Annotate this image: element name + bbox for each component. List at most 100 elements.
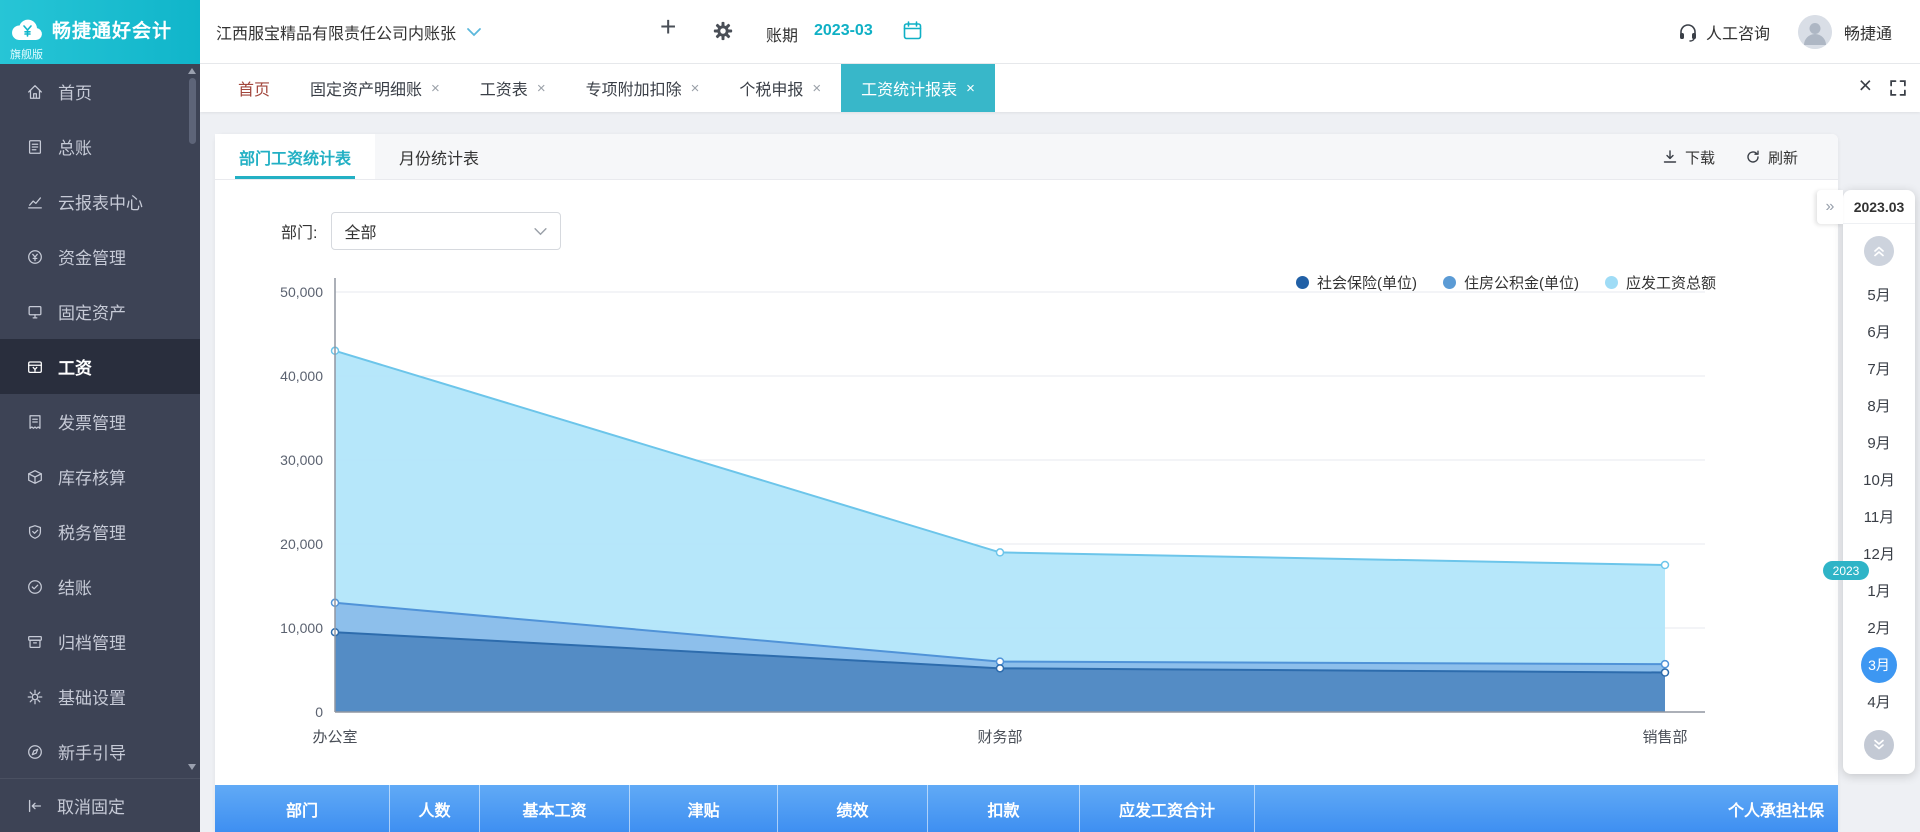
month-item-1月[interactable]: 1月 xyxy=(1843,572,1915,609)
topbar: 畅捷通好会计 旗舰版 江西服宝精品有限责任公司内账张 + 账期 xyxy=(0,0,1920,64)
add-account-icon[interactable]: + xyxy=(660,11,677,42)
month-item-11月[interactable]: 11月 xyxy=(1843,498,1915,535)
app-logo: 畅捷通好会计 旗舰版 xyxy=(0,0,200,64)
month-label: 12月 xyxy=(1863,546,1895,563)
download-button[interactable]: 下载 xyxy=(1662,147,1715,168)
svg-text:10,000: 10,000 xyxy=(280,620,323,636)
scroll-down-arrow-icon[interactable] xyxy=(188,764,196,770)
sidebar-item-3[interactable]: 资金管理 xyxy=(0,229,200,284)
sidebar-item-12[interactable]: 新手引导 xyxy=(0,724,200,779)
tab-label: 工资表 xyxy=(479,82,528,99)
department-select[interactable]: 全部 xyxy=(331,212,562,250)
sidebar-item-4[interactable]: 固定资产 xyxy=(0,284,200,339)
legend-item[interactable]: 住房公积金(单位) xyxy=(1442,272,1579,293)
months-scroll-up-button[interactable] xyxy=(1864,236,1894,266)
archive-icon xyxy=(26,633,44,651)
main-card: 部门工资统计表 月份统计表 下载 刷新 部门: 全部 xyxy=(215,134,1838,832)
month-label: 7月 xyxy=(1867,361,1891,378)
sidebar-item-5[interactable]: 工资 xyxy=(0,339,200,394)
brand-name: 畅捷通好会计 xyxy=(52,21,173,42)
sidebar-item-6[interactable]: 发票管理 xyxy=(0,394,200,449)
month-item-2月[interactable]: 2月 xyxy=(1843,609,1915,646)
month-item-9月[interactable]: 9月 xyxy=(1843,424,1915,461)
cloud-logo-icon xyxy=(10,15,44,50)
report-icon xyxy=(26,193,44,211)
sidebar-item-11[interactable]: 基础设置 xyxy=(0,669,200,724)
sidebar-scroll-thumb[interactable] xyxy=(189,78,196,144)
tabbar: 首页 固定资产明细账 × 工资表 × 专项附加扣除 × 个税申报 × 工资统计报表 × × xyxy=(200,64,1920,112)
refresh-button[interactable]: 刷新 xyxy=(1745,147,1798,168)
avatar[interactable] xyxy=(1797,15,1832,49)
legend-label: 住房公积金(单位) xyxy=(1463,275,1579,292)
month-label: 10月 xyxy=(1863,472,1895,489)
legend-item[interactable]: 社会保险(单位) xyxy=(1295,272,1417,293)
tab-5[interactable]: 工资统计报表 × xyxy=(841,64,995,112)
tab-close-icon[interactable]: × xyxy=(690,79,700,97)
sidebar-unpin-button[interactable]: 取消固定 xyxy=(0,778,200,832)
month-label: 6月 xyxy=(1867,324,1891,341)
user-name[interactable]: 畅捷通 xyxy=(1843,26,1892,43)
sidebar-item-2[interactable]: 云报表中心 xyxy=(0,174,200,229)
close-icon[interactable]: × xyxy=(1858,72,1872,98)
tab-2[interactable]: 工资表 × xyxy=(460,64,566,112)
sidebar-item-label: 总账 xyxy=(58,139,92,158)
refresh-label: 刷新 xyxy=(1767,149,1798,167)
tab-4[interactable]: 个税申报 × xyxy=(719,64,841,112)
svg-text:20,000: 20,000 xyxy=(280,536,323,552)
sidebar-item-7[interactable]: 库存核算 xyxy=(0,449,200,504)
tab-close-icon[interactable]: × xyxy=(812,79,822,97)
month-item-4月[interactable]: 4月 xyxy=(1843,683,1915,720)
month-item-7月[interactable]: 7月 xyxy=(1843,350,1915,387)
tab-close-icon[interactable]: × xyxy=(966,79,975,97)
download-icon xyxy=(1663,150,1677,163)
table-header-cell: 人数 xyxy=(390,785,480,832)
tab-label: 专项附加扣除 xyxy=(585,82,682,99)
gear-icon[interactable] xyxy=(712,20,734,47)
funds-icon xyxy=(26,248,44,266)
month-item-8月[interactable]: 8月 xyxy=(1843,387,1915,424)
subtab-0[interactable]: 部门工资统计表 xyxy=(215,134,376,179)
tab-close-icon[interactable]: × xyxy=(536,79,546,97)
asset-icon xyxy=(26,303,44,321)
tab-strip: 首页 固定资产明细账 × 工资表 × 专项附加扣除 × 个税申报 × 工资统计报表 × xyxy=(200,64,1920,112)
month-label: 1月 xyxy=(1867,583,1891,600)
tab-3[interactable]: 专项附加扣除 × xyxy=(566,64,720,112)
period-picker-panel: » 2023.03 5月 6月 7月 8月 9月 10月 11月 12月 1月 2月 3月 4月 20… xyxy=(1817,190,1915,774)
company-selector[interactable]: 江西服宝精品有限责任公司内账张 xyxy=(216,0,482,64)
table-header-cell: 个人承担社保 xyxy=(1727,802,1824,820)
month-label: 4月 xyxy=(1867,694,1891,711)
month-item-12月[interactable]: 12月 xyxy=(1843,535,1915,572)
sidebar-item-1[interactable]: 总账 xyxy=(0,119,200,174)
consult-button[interactable]: 人工咨询 xyxy=(1678,20,1770,44)
sidebar-item-0[interactable]: 首页 xyxy=(0,64,200,119)
tab-close-icon[interactable]: × xyxy=(431,79,440,97)
subtab-label: 部门工资统计表 xyxy=(239,150,352,168)
period-value[interactable]: 2023-03 xyxy=(814,22,873,39)
legend-item[interactable]: 应发工资总额 xyxy=(1604,272,1716,293)
unpin-icon xyxy=(26,797,44,815)
tab-0[interactable]: 首页 xyxy=(218,64,290,112)
scroll-up-arrow-icon[interactable] xyxy=(188,68,196,74)
guide-icon xyxy=(26,743,44,761)
sidebar-scrollbar[interactable] xyxy=(186,68,198,770)
month-item-10月[interactable]: 10月 xyxy=(1843,461,1915,498)
sidebar-item-label: 库存核算 xyxy=(58,469,126,488)
tab-1[interactable]: 固定资产明细账 × xyxy=(290,64,460,112)
sidebar-item-9[interactable]: 结账 xyxy=(0,559,200,614)
tab-label: 工资统计报表 xyxy=(861,82,958,99)
month-item-6月[interactable]: 6月 xyxy=(1843,313,1915,350)
month-label: 9月 xyxy=(1867,435,1891,452)
subtab-1[interactable]: 月份统计表 xyxy=(375,134,503,179)
calendar-icon[interactable] xyxy=(902,20,923,46)
month-item-3月[interactable]: 3月 xyxy=(1843,646,1915,683)
fullscreen-icon[interactable] xyxy=(1888,78,1908,103)
unpin-label: 取消固定 xyxy=(57,798,125,817)
sidebar-item-8[interactable]: 税务管理 xyxy=(0,504,200,559)
sidebar-item-label: 结账 xyxy=(58,579,92,598)
month-item-5月[interactable]: 5月 xyxy=(1843,276,1915,313)
panel-collapse-handle[interactable]: » xyxy=(1817,190,1843,224)
months-scroll-down-button[interactable] xyxy=(1864,730,1894,760)
sidebar-item-10[interactable]: 归档管理 xyxy=(0,614,200,669)
sidebar-item-label: 税务管理 xyxy=(58,524,126,543)
